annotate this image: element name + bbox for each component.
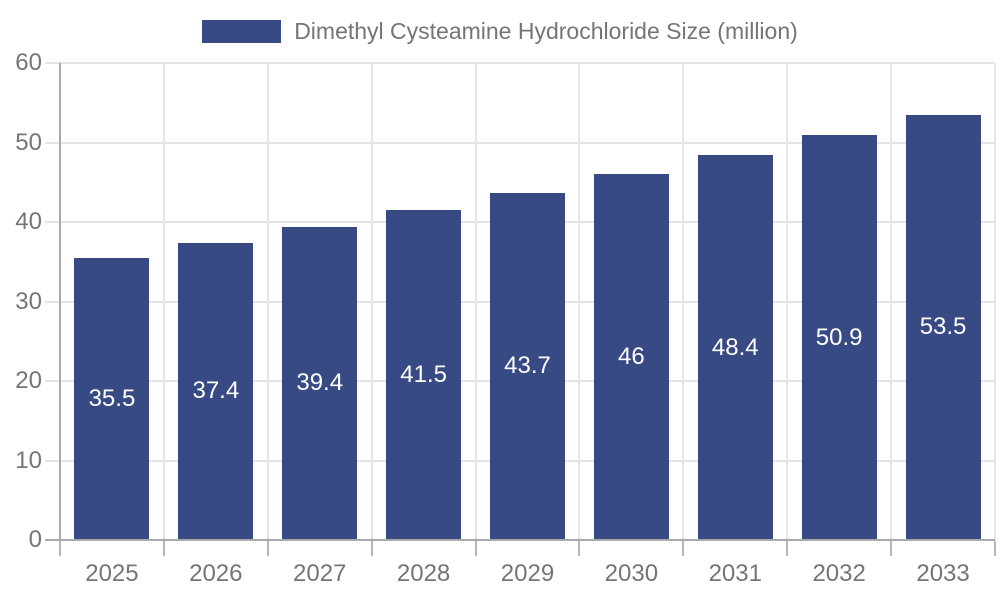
y-axis-line: [59, 63, 61, 542]
vertical-gridline: [994, 63, 996, 540]
bar-value-label: 48.4: [711, 333, 759, 361]
bar-2025[interactable]: 35.5: [74, 257, 150, 540]
bar-2026[interactable]: 37.4: [178, 242, 254, 540]
x-axis-tick-label: 2025: [85, 560, 139, 587]
plot-area: 35.5 37.4 39.4 41.5 43.7 46 48.4 50.9 53.5: [45, 62, 996, 540]
bar-2032[interactable]: 50.9: [801, 135, 877, 540]
bar-2031[interactable]: 48.4: [697, 155, 773, 540]
x-axis-tick-label: 2030: [604, 560, 659, 587]
x-axis-tick: [266, 541, 269, 556]
y-axis-tick-label: 60: [15, 49, 42, 76]
y-axis-tick-label: 40: [15, 208, 42, 235]
x-axis-tick-label: 2032: [812, 560, 866, 587]
bar-value-label: 41.5: [400, 361, 447, 389]
x-axis-line: [45, 539, 995, 541]
x-axis-tick: [59, 541, 61, 556]
vertical-gridline: [578, 63, 581, 540]
bar-value-label: 43.7: [504, 352, 551, 380]
x-axis-tick: [682, 541, 685, 556]
vertical-gridline: [890, 63, 893, 540]
y-axis-tick-label: 10: [15, 446, 42, 474]
vertical-gridline: [266, 63, 269, 540]
bar-2033[interactable]: 53.5: [905, 114, 981, 540]
legend[interactable]: Dimethyl Cysteamine Hydrochloride Size (…: [0, 14, 1000, 48]
bar-2029[interactable]: 43.7: [490, 192, 565, 540]
vertical-gridline: [682, 63, 685, 540]
bar-value-label: 46: [618, 343, 645, 371]
bar-value-label: 53.5: [919, 313, 967, 341]
y-axis-tick-label: 50: [15, 128, 42, 156]
x-axis-tick-label: 2031: [708, 560, 762, 587]
bar-value-label: 35.5: [88, 384, 136, 412]
vertical-gridline: [474, 63, 477, 540]
bar-2030[interactable]: 46: [593, 174, 669, 540]
x-axis-tick-label: 2033: [916, 560, 970, 587]
x-axis-tick: [786, 541, 789, 556]
x-axis-tick-label: 2027: [293, 560, 347, 587]
x-axis-tick-label: 2029: [500, 560, 555, 587]
x-axis-tick-label: 2026: [189, 560, 243, 587]
horizontal-gridline: [45, 62, 995, 64]
bar-value-label: 39.4: [296, 369, 344, 397]
horizontal-gridline: [45, 141, 995, 144]
bar-2028[interactable]: 41.5: [386, 210, 462, 540]
x-axis-tick: [162, 541, 165, 556]
y-axis-tick-label: 30: [15, 287, 42, 315]
y-axis-tick-label: 0: [28, 526, 42, 553]
vertical-gridline: [162, 63, 165, 540]
legend-label: Dimethyl Cysteamine Hydrochloride Size (…: [294, 17, 798, 44]
x-axis-tick: [474, 541, 477, 556]
x-axis-tick: [370, 541, 373, 556]
bar-value-label: 37.4: [192, 377, 240, 405]
y-axis-tick-label: 20: [15, 367, 42, 394]
legend-swatch-icon: [202, 19, 282, 43]
bar-value-label: 50.9: [815, 323, 863, 351]
vertical-gridline: [370, 63, 373, 540]
bar-2027[interactable]: 39.4: [282, 226, 358, 540]
x-axis-tick: [994, 541, 996, 556]
x-axis-tick: [578, 541, 581, 556]
x-axis-tick-label: 2028: [396, 560, 451, 587]
vertical-gridline: [786, 63, 789, 540]
x-axis-tick: [890, 541, 893, 556]
